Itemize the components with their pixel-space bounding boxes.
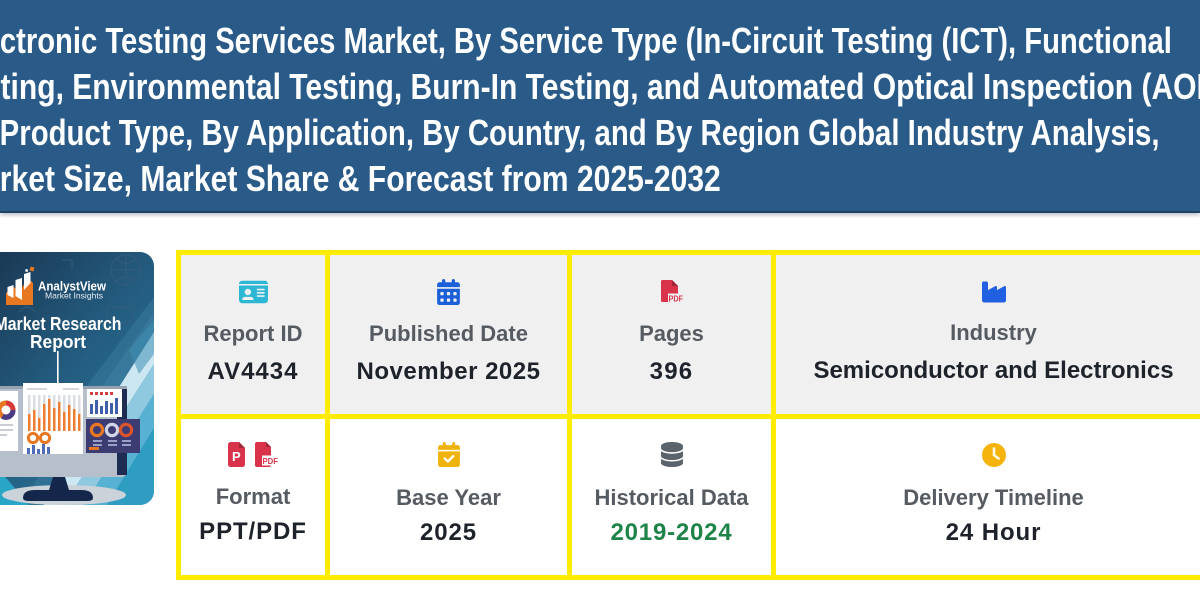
- svg-text:PDF: PDF: [263, 456, 279, 466]
- svg-text:Market Insights: Market Insights: [45, 291, 103, 301]
- svg-text:PDF: PDF: [668, 295, 683, 304]
- svg-text:P: P: [232, 449, 241, 464]
- svg-text:Market Research: Market Research: [0, 314, 122, 334]
- svg-text:AnalystView: AnalystView: [38, 279, 107, 294]
- svg-text:Report: Report: [30, 332, 86, 352]
